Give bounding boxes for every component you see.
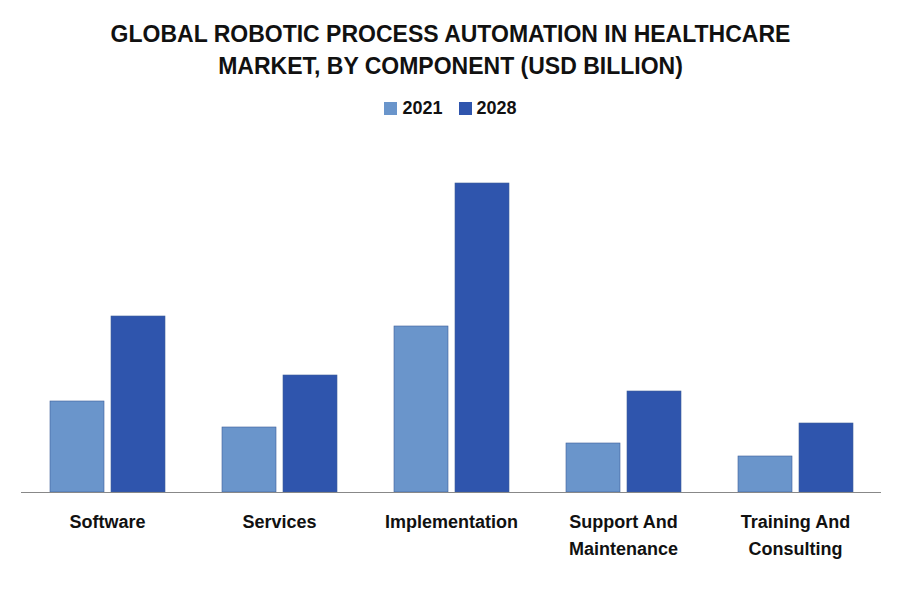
html-text:2028: 2028 [476,97,517,118]
svg-text:Services: Services [242,512,316,532]
svg-text:Training AndConsulting: Training AndConsulting [741,512,850,559]
svg-text:Implementation: Implementation [385,512,518,532]
svg-text:Support AndMaintenance: Support AndMaintenance [569,512,678,559]
html-text:2021: 2021 [402,97,443,118]
html-text:GLOBAL ROBOTIC PROCESS AUTOMAT: GLOBAL ROBOTIC PROCESS AUTOMATION IN HEA… [110,21,791,79]
svg-text:Software: Software [69,512,145,532]
